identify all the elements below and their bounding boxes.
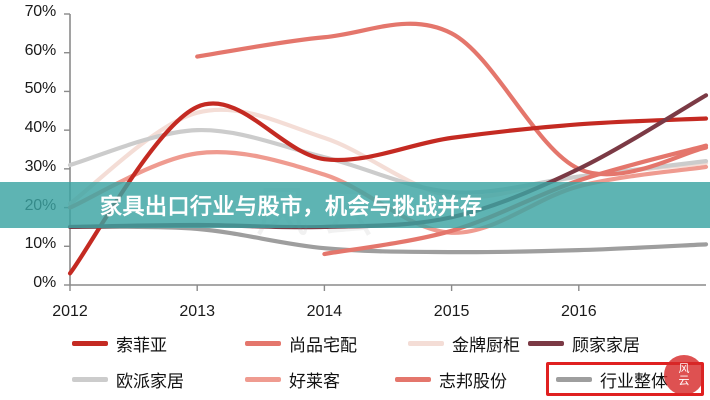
y-axis-tick-label: 50% <box>24 80 57 98</box>
series-line-尚品宅配 <box>195 21 709 177</box>
y-axis-tick-label: 0% <box>33 274 56 291</box>
legend-item-尚品宅配[interactable]: 尚品宅配 <box>245 326 357 360</box>
data-series-group <box>67 21 709 276</box>
legend-item-志邦股份[interactable]: 志邦股份 <box>395 362 507 396</box>
legend-item-金牌厨柜[interactable]: 金牌厨柜 <box>408 326 520 360</box>
chart-legend: 索菲亚 尚品宅配 金牌厨柜 顾家家居 欧派家居 好莱客 志邦股份 行业整体 <box>0 326 710 400</box>
legend-row-1: 索菲亚 尚品宅配 金牌厨柜 顾家家居 <box>0 326 710 360</box>
legend-label: 行业整体 <box>600 371 668 391</box>
overlay-title-banner: 家具出口行业与股市，机会与挑战并存 <box>0 182 710 228</box>
legend-label: 顾家家居 <box>572 335 640 355</box>
legend-swatch-icon <box>245 376 281 382</box>
watermark-stamp-icon: 风 云 <box>664 355 704 395</box>
banner-title-text: 家具出口行业与股市，机会与挑战并存 <box>100 194 483 219</box>
legend-swatch-icon <box>408 340 444 346</box>
y-axis-tick-label: 10% <box>24 235 57 253</box>
legend-swatch-icon <box>72 340 108 346</box>
series-line-行业整体 <box>67 224 709 255</box>
legend-item-索菲亚[interactable]: 索菲亚 <box>72 326 167 360</box>
legend-swatch-icon <box>528 340 564 346</box>
x-axis-tick-label: 2014 <box>306 303 343 320</box>
x-axis-tick-label: 2012 <box>52 303 88 320</box>
legend-label: 志邦股份 <box>439 371 507 391</box>
legend-item-欧派家居[interactable]: 欧派家居 <box>72 362 184 396</box>
legend-label: 尚品宅配 <box>289 335 357 355</box>
x-axis-tick-label: 2013 <box>179 303 215 320</box>
legend-swatch-icon <box>245 340 281 346</box>
y-axis-tick-label: 70% <box>24 3 57 20</box>
legend-label: 金牌厨柜 <box>452 335 520 355</box>
legend-swatch-icon <box>395 376 431 382</box>
legend-label: 索菲亚 <box>116 335 167 355</box>
legend-item-顾家家居[interactable]: 顾家家居 <box>528 326 640 360</box>
y-axis-tick-label: 40% <box>24 119 57 137</box>
series-line-索菲亚 <box>67 101 709 276</box>
legend-item-行业整体[interactable]: 行业整体 <box>556 362 668 396</box>
legend-row-2: 欧派家居 好莱客 志邦股份 行业整体 <box>0 362 710 396</box>
y-axis-tick-label: 30% <box>24 157 57 175</box>
y-axis-ticks <box>64 13 70 286</box>
watermark-stamp-bottom-char: 云 <box>678 375 690 387</box>
legend-swatch-icon <box>72 376 108 382</box>
legend-label: 欧派家居 <box>116 371 184 391</box>
legend-swatch-icon <box>556 376 592 382</box>
x-axis-tick-label: 2015 <box>433 303 470 320</box>
y-axis-tick-label: 60% <box>24 41 57 59</box>
legend-item-好莱客[interactable]: 好莱客 <box>245 362 340 396</box>
watermark-stamp-top-char: 风 <box>678 363 690 375</box>
legend-label: 好莱客 <box>289 371 340 391</box>
line-chart-svg <box>64 13 709 291</box>
plot-area: 0%10%20%30%40%50%60%70% 2012201320142015… <box>24 3 709 320</box>
x-axis-ticks <box>69 285 580 291</box>
x-axis-tick-label: 2016 <box>561 303 597 320</box>
